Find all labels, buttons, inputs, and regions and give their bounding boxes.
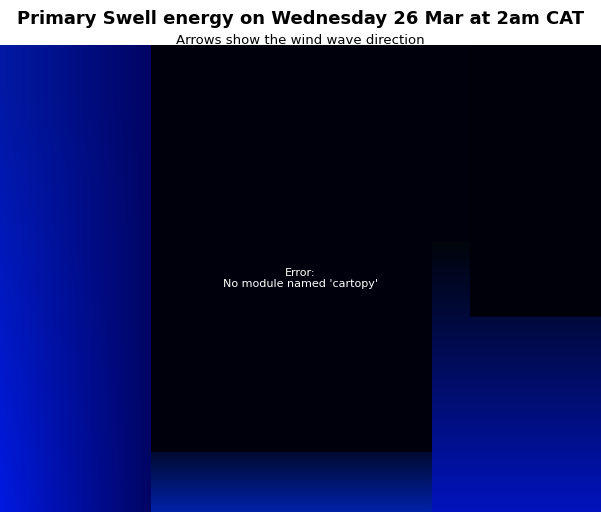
Text: Primary Swell energy on Wednesday 26 Mar at 2am CAT: Primary Swell energy on Wednesday 26 Mar…	[17, 10, 584, 28]
Text: Arrows show the wind wave direction: Arrows show the wind wave direction	[176, 34, 425, 47]
Text: Error:
No module named 'cartopy': Error: No module named 'cartopy'	[223, 268, 378, 289]
